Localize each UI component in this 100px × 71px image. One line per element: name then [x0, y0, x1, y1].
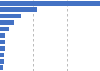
Bar [0, 27, 9, 31]
Bar [0, 7, 37, 12]
Bar [0, 46, 5, 51]
Bar [0, 65, 3, 70]
Bar [0, 53, 4, 57]
Bar [0, 14, 21, 18]
Bar [0, 20, 14, 25]
Bar [0, 1, 100, 6]
Bar [0, 33, 5, 38]
Bar [0, 40, 5, 44]
Bar [0, 59, 4, 64]
